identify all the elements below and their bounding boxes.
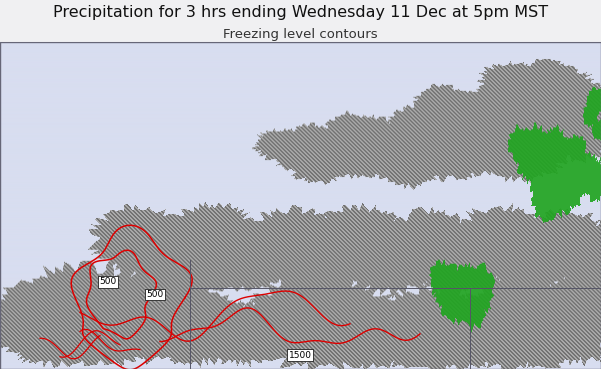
Text: 1500: 1500 <box>288 351 311 360</box>
Text: Freezing level contours: Freezing level contours <box>223 28 378 41</box>
Text: Precipitation for 3 hrs ending Wednesday 11 Dec at 5pm MST: Precipitation for 3 hrs ending Wednesday… <box>53 5 548 20</box>
Text: 500: 500 <box>99 277 117 286</box>
Text: 500: 500 <box>147 290 163 299</box>
